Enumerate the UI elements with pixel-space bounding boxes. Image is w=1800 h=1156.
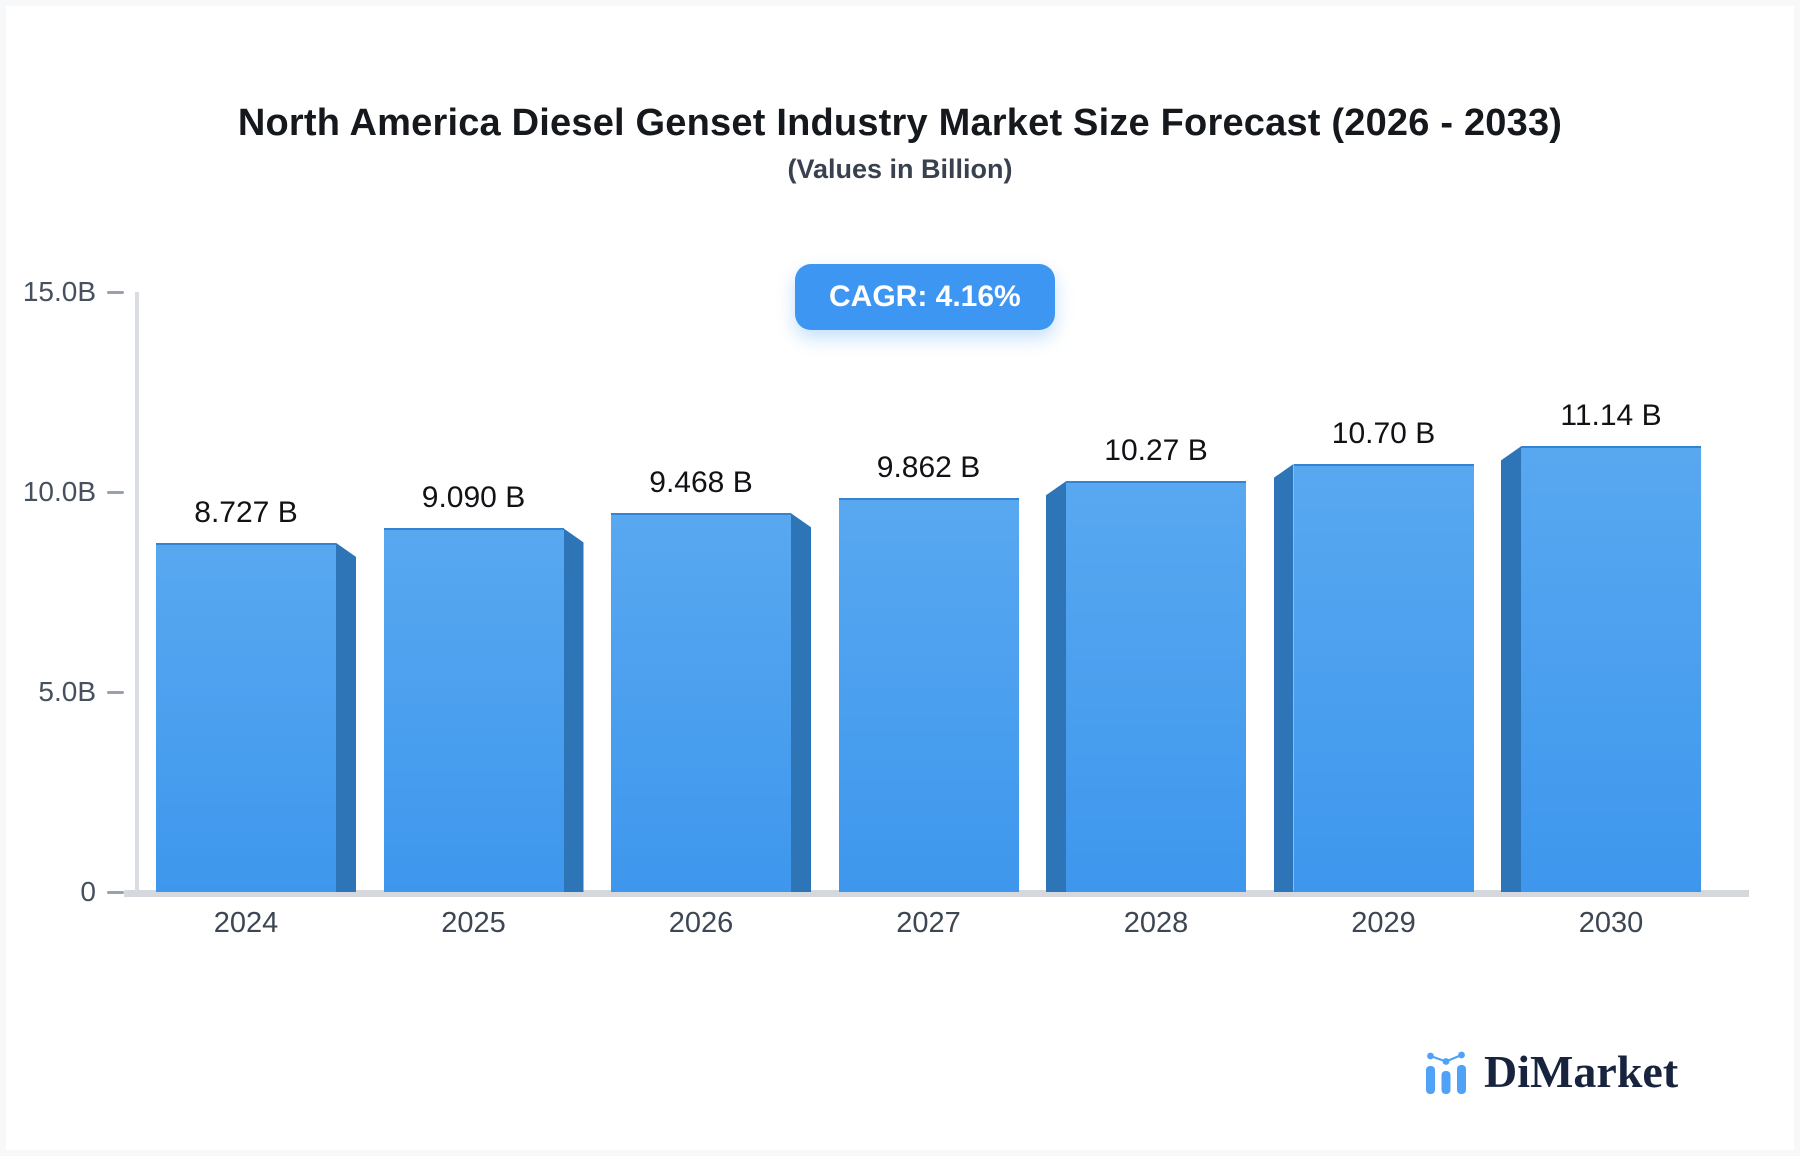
bar-side-2024 [336,542,356,892]
dimarket-logo[interactable]: DiMarket [1426,1046,1679,1097]
bar-value-label-2029: 10.70 B [1331,417,1436,450]
y-tick-dash-5.0B [107,690,124,694]
bar-side-2029 [1273,464,1294,892]
x-axis-label-2029: 2029 [1351,907,1416,939]
x-axis-label-2026: 2026 [668,907,734,939]
bar-side-2028 [1046,481,1066,892]
x-axis-baseline [124,890,1749,897]
x-axis-label-2030: 2030 [1578,907,1644,939]
y-tick-label-5.0B: 5.0B [38,676,96,707]
x-axis-label-2027: 2027 [896,907,961,939]
bar-2025[interactable] [383,528,564,892]
x-axis-label-2025: 2025 [441,907,506,939]
x-axis-label-2028: 2028 [1123,907,1189,939]
dimarket-logo-icon [1426,1050,1470,1094]
dimarket-logo-text: DiMarket [1484,1046,1679,1097]
bar-2026[interactable] [611,513,791,892]
x-axis-label-2024: 2024 [213,907,279,939]
y-tick-label-10.0B: 10.0B [22,476,96,507]
y-tick-dash-10.0B [107,490,124,494]
bar-value-label-2030: 11.14 B [1560,399,1662,433]
bar-value-label-2025: 9.090 B [421,481,526,515]
bar-2030[interactable] [1521,446,1701,892]
chart-subtitle: (Values in Billion) [787,154,1013,184]
bar-side-2025 [563,528,584,892]
cagr-badge: CAGR: 4.16% [795,264,1055,330]
bar-side-2026 [791,513,811,892]
bar-2027[interactable] [838,497,1019,892]
y-tick-dash-15.0B [107,290,124,294]
bar-2029[interactable] [1293,464,1474,892]
y-axis-line [135,292,139,896]
y-tick-label-15.0B: 15.0B [22,276,96,307]
bar-2024[interactable] [156,542,336,892]
bar-value-label-2028: 10.27 B [1104,434,1208,468]
bar-value-label-2026: 9.468 B [649,466,753,500]
bar-value-label-2027: 9.862 B [876,450,981,484]
y-tick-dash-0 [107,890,124,894]
bar-2028[interactable] [1066,481,1246,892]
y-tick-label-0: 0 [80,876,96,907]
chart-title: North America Diesel Genset Industry Mar… [237,102,1563,144]
bar-value-label-2024: 8.727 B [194,495,298,529]
bar-side-2030 [1501,446,1521,892]
